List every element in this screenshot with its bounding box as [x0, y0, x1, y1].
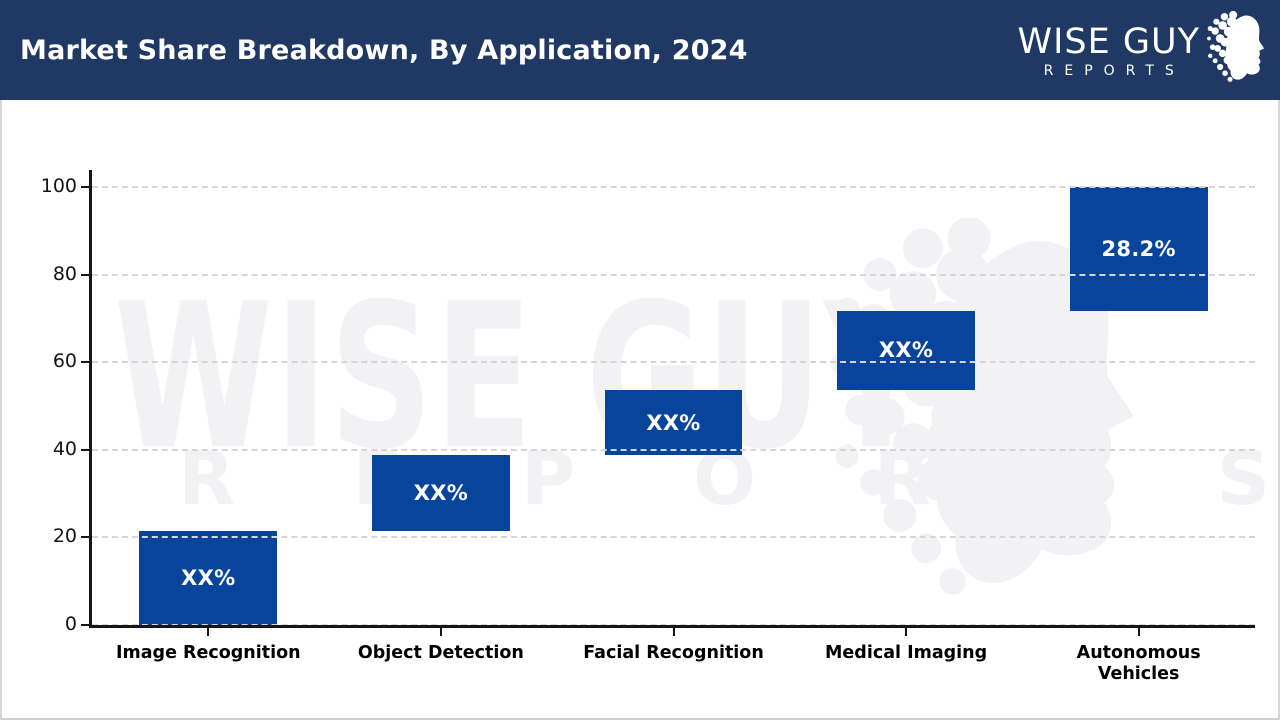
x-tick-label: Facial Recognition	[583, 643, 764, 663]
x-axis-tick	[439, 628, 442, 636]
wise-guy-logo: WISE GUY REPORTS	[1017, 6, 1266, 96]
x-axis-tick	[905, 628, 908, 636]
header-bar: Market Share Breakdown, By Application, …	[0, 0, 1280, 100]
plot-area: 0 20 40 60 80 100 XX% Image Recognition XX% Objec…	[41, 170, 1255, 684]
y-axis-tick	[81, 536, 89, 539]
gridline	[92, 186, 1255, 188]
gridline	[92, 273, 1255, 276]
y-tick-label: 100	[40, 175, 77, 197]
y-tick-label: 0	[64, 613, 77, 635]
watermark-text: WISE GUY	[114, 261, 930, 494]
bar-value-label: XX%	[878, 338, 934, 363]
x-tick-label: Image Recognition	[115, 643, 301, 663]
logo-wordmark: WISE GUY	[1017, 21, 1200, 62]
gridline	[92, 361, 1255, 364]
y-axis-tick	[81, 448, 89, 451]
gridline	[92, 536, 1255, 539]
page-title: Market Share Breakdown, By Application, …	[20, 34, 748, 66]
y-tick-label: 40	[52, 437, 77, 460]
y-tick-label: 60	[52, 350, 77, 373]
bar: 28.2%	[1069, 187, 1208, 311]
bar-value-label: XX%	[413, 481, 469, 506]
bar: XX%	[139, 530, 278, 625]
x-axis-line	[89, 625, 1255, 628]
head-profile-icon	[1204, 11, 1266, 92]
logo-text: WISE GUY REPORTS	[1017, 21, 1200, 79]
x-tick-label: Object Detection	[357, 643, 524, 663]
bar: XX%	[837, 310, 976, 390]
x-tick-label: Medical Imaging	[825, 643, 988, 663]
x-axis-tick	[1137, 628, 1140, 636]
y-tick-label: 80	[52, 262, 77, 285]
bar: XX%	[371, 455, 510, 531]
bar-value-label: XX%	[646, 410, 701, 435]
logo-subtitle: REPORTS	[1043, 62, 1185, 79]
chart-area: WISE GUY R E P O R T S 0 20 40 60 80 100 XX% Im…	[0, 100, 1280, 720]
y-axis-tick	[81, 186, 89, 188]
y-tick-label: 20	[52, 525, 77, 548]
y-axis-line	[89, 170, 92, 628]
x-axis-tick	[672, 628, 675, 636]
y-axis-tick	[81, 361, 89, 364]
x-axis-tick	[207, 628, 210, 636]
bar: XX%	[604, 389, 743, 456]
x-tick-label: Autonomous Vehicles	[1076, 643, 1201, 684]
bar-value-label: 28.2%	[1101, 236, 1176, 261]
y-axis-tick	[81, 273, 89, 276]
y-axis-tick	[81, 624, 89, 626]
gridline	[92, 448, 1255, 451]
bar-value-label: XX%	[181, 565, 236, 590]
